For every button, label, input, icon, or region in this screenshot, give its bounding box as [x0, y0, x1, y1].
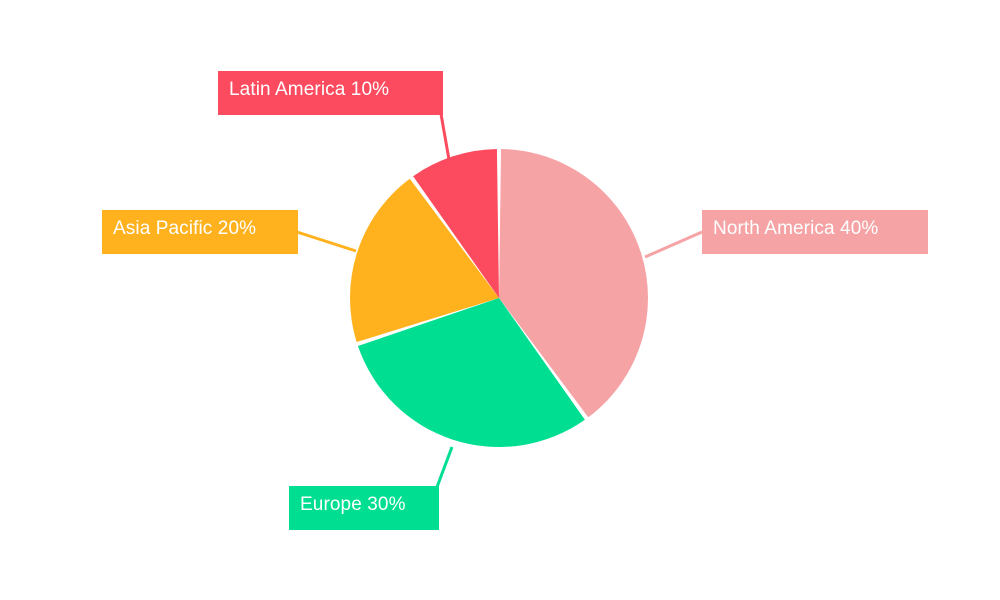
- leader-line-north-america: [644, 230, 703, 259]
- slice-label-asia-pacific[interactable]: Asia Pacific 20%: [102, 210, 298, 254]
- pie-slice-group: [349, 149, 649, 447]
- slice-label-north-america[interactable]: North America 40%: [702, 210, 928, 254]
- leader-line-asia-pacific: [296, 230, 357, 253]
- slice-label-latin-america[interactable]: Latin America 10%: [218, 71, 443, 115]
- leader-line-europe: [435, 446, 454, 488]
- pie-slice-europe[interactable]: [357, 298, 585, 447]
- slice-label-europe[interactable]: Europe 30%: [289, 486, 439, 530]
- pie-slice-latin-america[interactable]: [413, 149, 499, 298]
- pie-slice-asia-pacific[interactable]: [349, 178, 499, 343]
- pie-slice-north-america[interactable]: [499, 149, 649, 418]
